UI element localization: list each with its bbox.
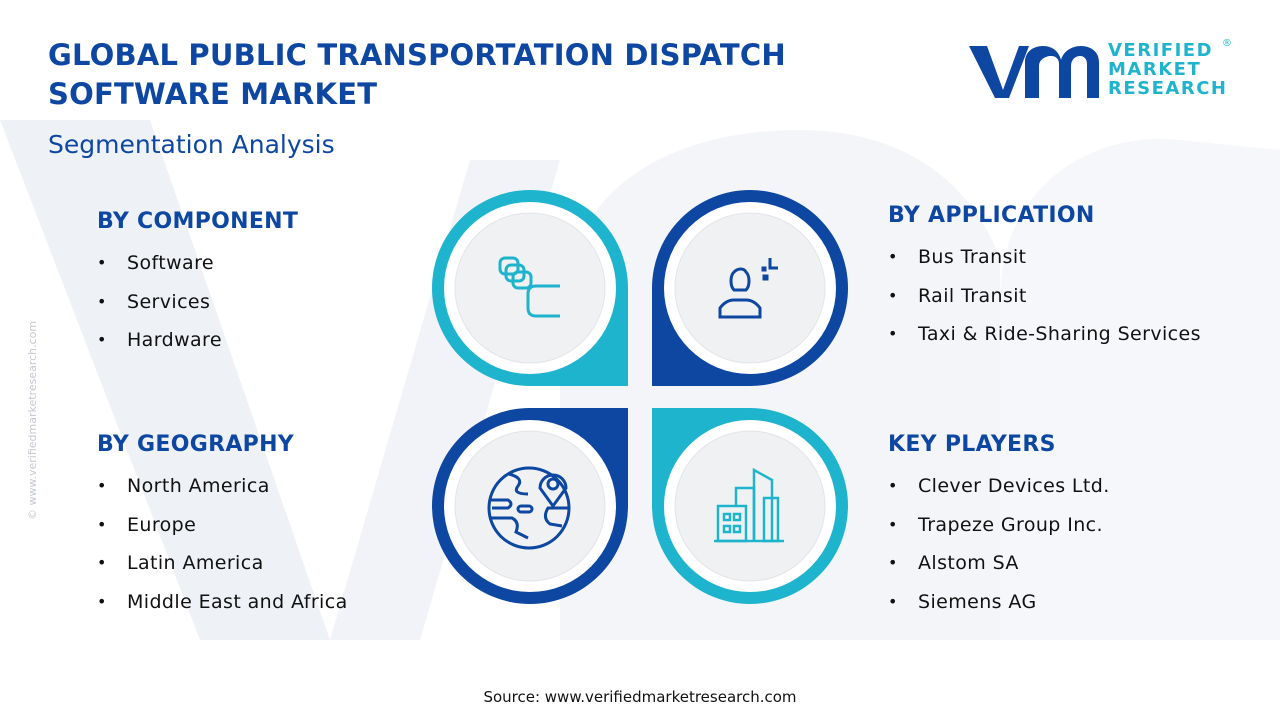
- segment-heading: BY APPLICATION: [888, 203, 1095, 228]
- logo-line-1: VERIFIED: [1108, 40, 1214, 61]
- component-quadrant: [432, 190, 628, 386]
- logo-line-2: MARKET: [1108, 59, 1202, 80]
- segment-by-geography: BY GEOGRAPHY North America Europe Latin …: [97, 432, 348, 621]
- list-item: Software: [97, 244, 298, 283]
- title-line-1: GLOBAL PUBLIC TRANSPORTATION DISPATCH: [48, 38, 786, 72]
- list-item: North America: [97, 467, 348, 506]
- segment-heading: KEY PLAYERS: [888, 432, 1056, 457]
- side-watermark-url: © www.verifiedmarketresearch.com: [26, 320, 39, 520]
- user-dispatch-icon: [718, 258, 778, 319]
- geography-quadrant: [432, 408, 628, 604]
- segment-list: Bus Transit Rail Transit Taxi & Ride-Sha…: [888, 238, 1201, 354]
- list-item: Clever Devices Ltd.: [888, 467, 1110, 506]
- source-footer: Source: www.verifiedmarketresearch.com: [483, 688, 797, 706]
- software-stack-icon: [498, 256, 560, 318]
- list-item: Siemens AG: [888, 583, 1110, 622]
- segment-list: Software Services Hardware: [97, 244, 298, 360]
- segment-list: North America Europe Latin America Middl…: [97, 467, 348, 621]
- list-item: Services: [97, 283, 298, 322]
- registered-mark: ®: [1222, 38, 1232, 49]
- list-item: Middle East and Africa: [97, 583, 348, 622]
- application-quadrant: [652, 190, 848, 386]
- title-line-2: SOFTWARE MARKET: [48, 77, 378, 111]
- list-item: Europe: [97, 506, 348, 545]
- segment-heading: BY COMPONENT: [97, 209, 299, 234]
- city-buildings-icon: [714, 467, 784, 543]
- page-title: GLOBAL PUBLIC TRANSPORTATION DISPATCH SO…: [48, 36, 786, 114]
- list-item: Latin America: [97, 544, 348, 583]
- list-item: Alstom SA: [888, 544, 1110, 583]
- segment-list: Clever Devices Ltd. Trapeze Group Inc. A…: [888, 467, 1110, 621]
- players-quadrant: [652, 408, 848, 604]
- list-item: Hardware: [97, 321, 298, 360]
- vmr-logo-icon: [969, 46, 1099, 98]
- segment-by-component: BY COMPONENT Software Services Hardware: [97, 209, 298, 360]
- logo-text: VERIFIED MARKET RESEARCH: [1108, 41, 1227, 98]
- logo-line-3: RESEARCH: [1108, 78, 1228, 99]
- list-item: Taxi & Ride-Sharing Services: [888, 315, 1201, 354]
- list-item: Rail Transit: [888, 277, 1201, 316]
- segment-key-players: KEY PLAYERS Clever Devices Ltd. Trapeze …: [888, 432, 1110, 621]
- segment-by-application: BY APPLICATION Bus Transit Rail Transit …: [888, 203, 1201, 354]
- subtitle: Segmentation Analysis: [48, 130, 335, 159]
- segment-heading: BY GEOGRAPHY: [97, 432, 295, 457]
- globe-location-icon: [487, 466, 571, 550]
- list-item: Trapeze Group Inc.: [888, 506, 1110, 545]
- list-item: Bus Transit: [888, 238, 1201, 277]
